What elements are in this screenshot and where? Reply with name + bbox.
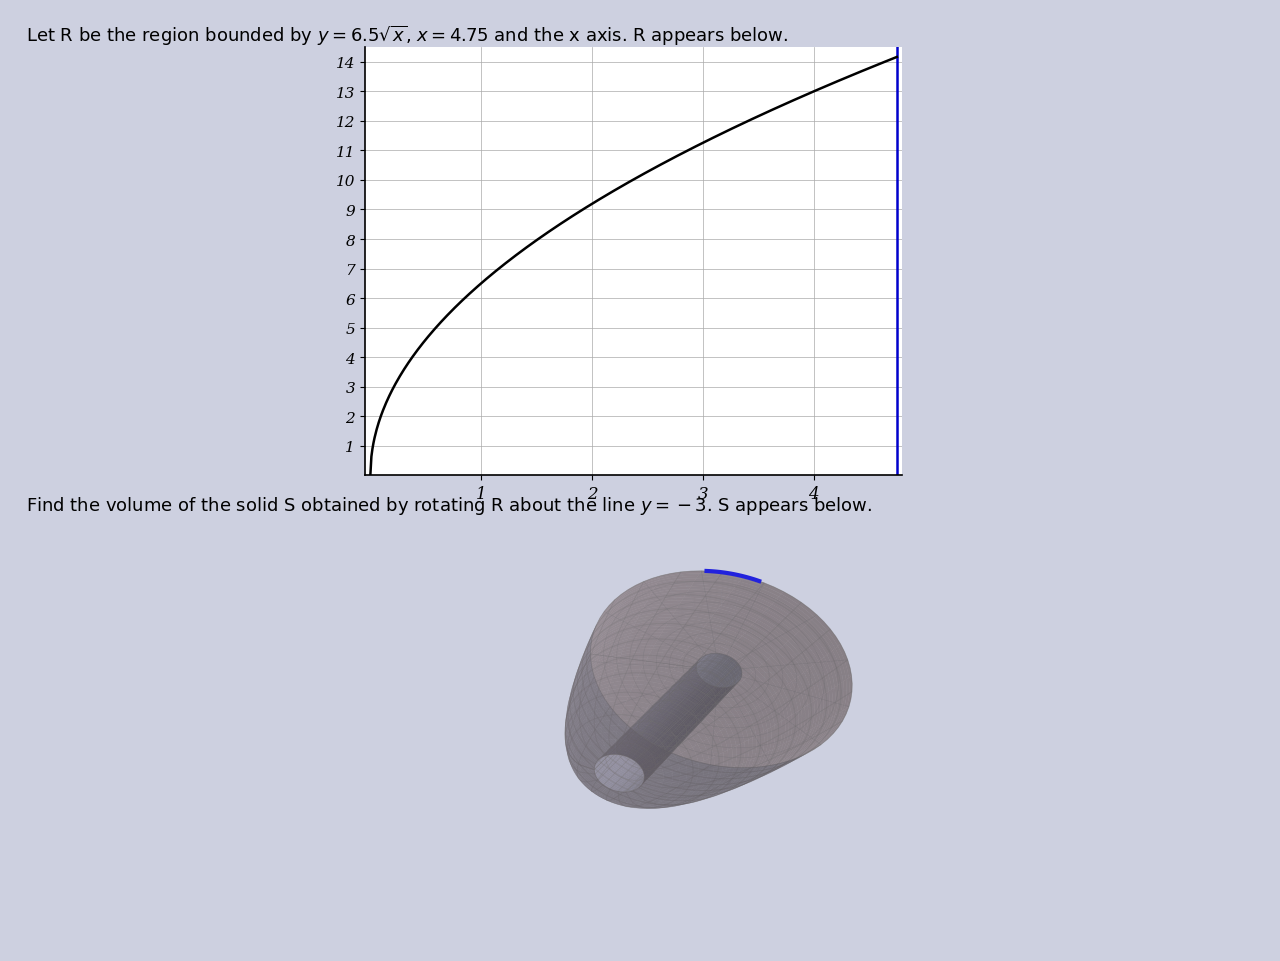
Text: Find the volume of the solid S obtained by rotating R about the line $y = -3$. S: Find the volume of the solid S obtained … [26, 495, 872, 517]
Text: Let R be the region bounded by $y = 6.5\sqrt{x}$, $x = 4.75$ and the x axis. R a: Let R be the region bounded by $y = 6.5\… [26, 24, 788, 48]
